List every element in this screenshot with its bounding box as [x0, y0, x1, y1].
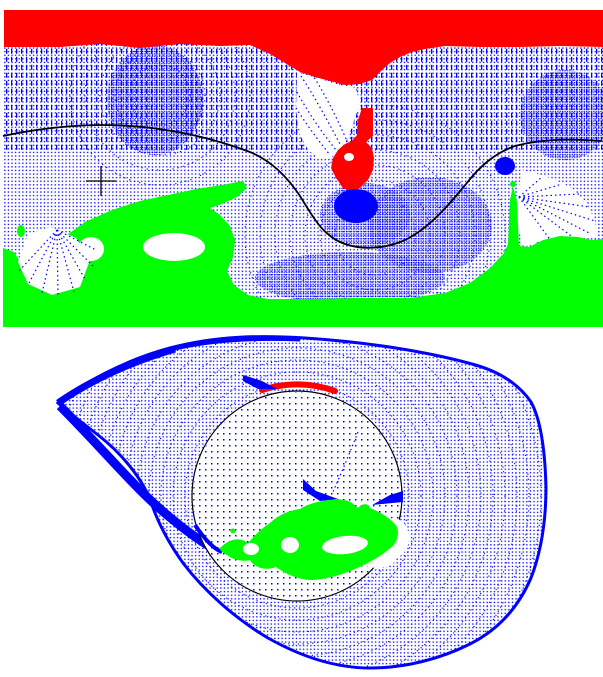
green-island-region — [220, 499, 398, 580]
green-basin-region — [3, 181, 603, 327]
dense-top-edge — [159, 335, 301, 355]
red-tongue-notch — [344, 153, 354, 161]
blue-clump-above-arc — [243, 375, 277, 389]
island-hole-round — [281, 537, 299, 553]
blue-wedge-right — [372, 491, 403, 505]
green-islet-dot — [17, 225, 25, 237]
island-hole-long — [322, 535, 368, 555]
bottom-panel — [55, 335, 548, 670]
green-speck — [230, 528, 236, 534]
island-hole-tail — [243, 543, 259, 555]
separatrix-curve — [2, 124, 602, 249]
white-fan-left — [18, 227, 90, 295]
green-spike-tip — [510, 181, 516, 187]
dense-tail-band — [193, 523, 223, 554]
red-basin-band — [4, 10, 603, 85]
blue-wedge-above-island — [303, 479, 338, 501]
top-panel — [2, 10, 603, 327]
dense-topleft-edge — [56, 345, 176, 406]
white-fan-center — [296, 72, 360, 158]
center-fan-streamlines — [295, 73, 348, 156]
dense-zone-topright — [520, 70, 603, 160]
green-hole-large — [143, 233, 205, 261]
dense-zone-left — [107, 45, 203, 155]
blue-core-center — [334, 189, 378, 223]
white-fan-right — [517, 170, 597, 247]
red-tongue — [331, 108, 374, 192]
left-fan-streamlines — [17, 229, 97, 297]
right-fan-streamlines — [518, 176, 596, 242]
saddle-cross-marker — [86, 166, 116, 196]
blue-core-right — [495, 157, 515, 175]
dense-fold-band — [56, 402, 231, 561]
dense-zone-bottom — [255, 252, 445, 304]
